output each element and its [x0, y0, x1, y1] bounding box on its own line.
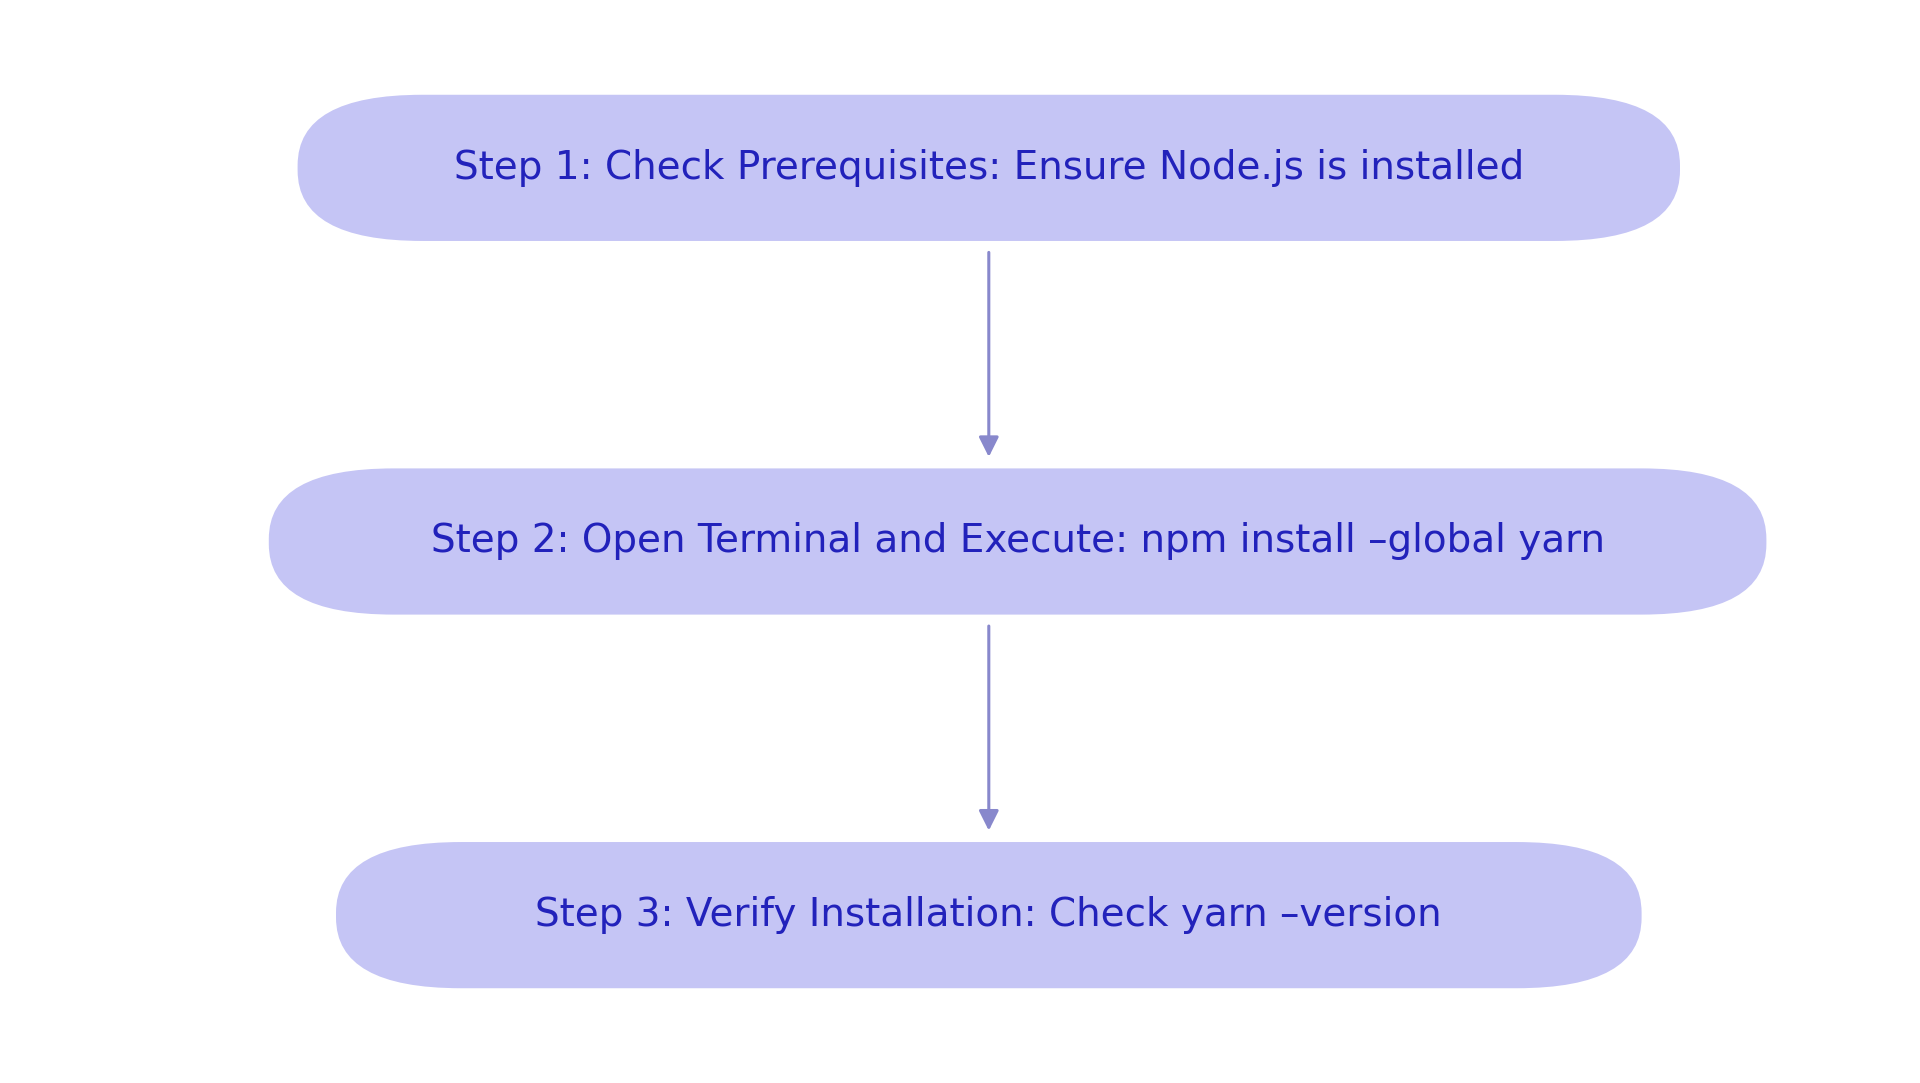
- Text: Step 1: Check Prerequisites: Ensure Node.js is installed: Step 1: Check Prerequisites: Ensure Node…: [453, 148, 1524, 187]
- FancyBboxPatch shape: [269, 469, 1766, 615]
- Text: Step 3: Verify Installation: Check yarn –version: Step 3: Verify Installation: Check yarn …: [536, 896, 1442, 935]
- FancyBboxPatch shape: [336, 843, 1642, 988]
- Text: Step 2: Open Terminal and Execute: npm install –global yarn: Step 2: Open Terminal and Execute: npm i…: [430, 522, 1605, 561]
- FancyBboxPatch shape: [298, 95, 1680, 242]
